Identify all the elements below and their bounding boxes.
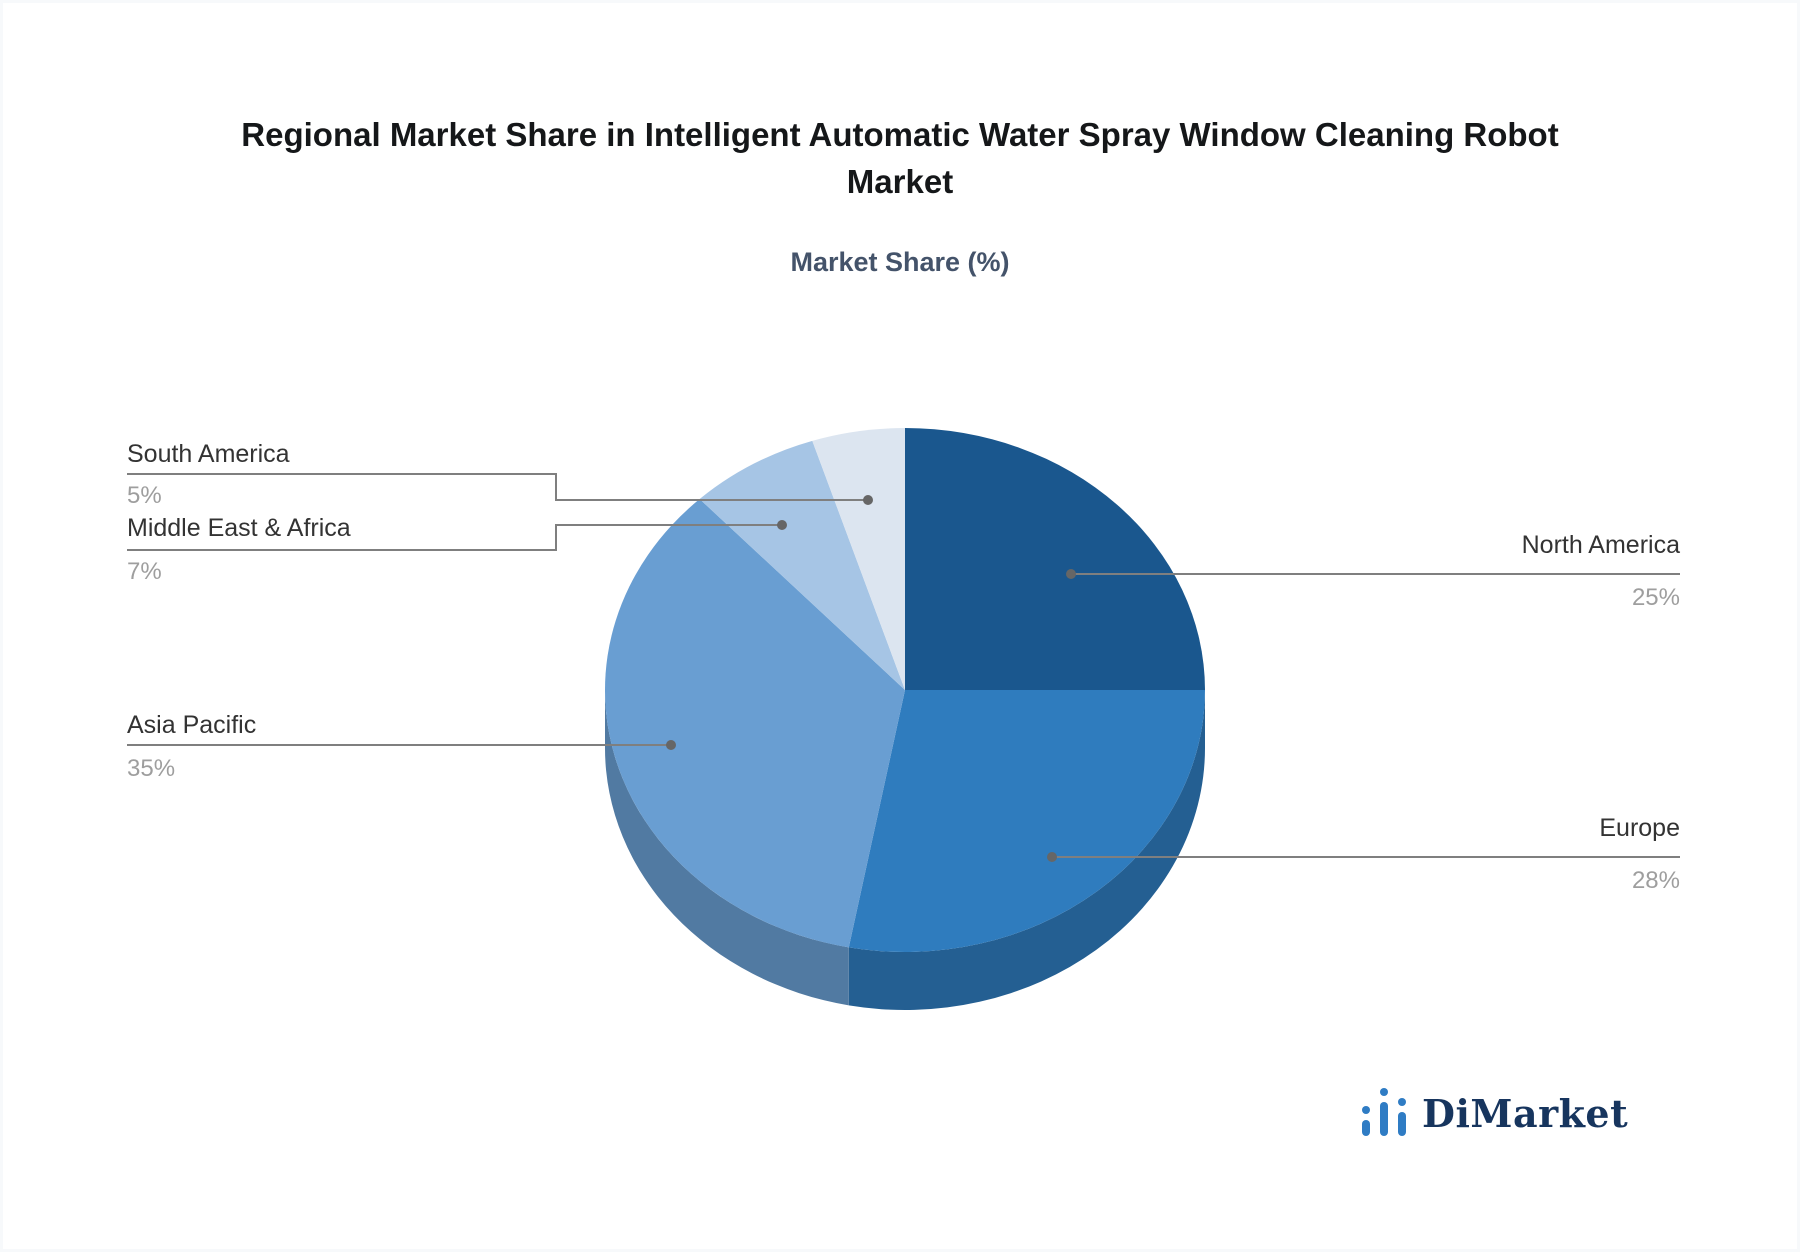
callout-value-south-america: 5% xyxy=(127,482,162,509)
chart-title: Regional Market Share in Intelligent Aut… xyxy=(241,116,1559,200)
callout-label-asia-pacific: Asia Pacific xyxy=(127,711,257,739)
leader-middle-east-africa xyxy=(127,524,782,551)
pie-slice-north-america xyxy=(905,428,1205,690)
pie-rim-asia-pacific xyxy=(605,690,849,1006)
pie-slice-south-america xyxy=(812,428,905,690)
leader-markers xyxy=(666,495,1076,862)
pie-slice-europe xyxy=(848,690,1205,953)
pie-slice-middle-east-africa xyxy=(699,440,905,690)
chart-subtitle: Market Share (%) xyxy=(790,247,1010,277)
marker-middle-east-africa xyxy=(777,520,787,530)
callout-value-north-america: 25% xyxy=(1631,584,1680,611)
callout-label-north-america: North America xyxy=(1521,531,1680,559)
logo-text: DiMarket xyxy=(1422,1090,1629,1136)
callout-value-europe: 28% xyxy=(1631,867,1680,894)
pie-slices xyxy=(605,428,1205,1010)
callout-value-middle-east-africa: 7% xyxy=(127,558,162,585)
leader-south-america xyxy=(127,473,868,501)
marker-south-america xyxy=(863,495,873,505)
marker-europe xyxy=(1047,852,1057,862)
pie-rim-europe xyxy=(848,690,1205,1010)
leader-lines xyxy=(127,473,1680,858)
dimarket-logo: DiMarket xyxy=(1358,1088,1628,1138)
marker-asia-pacific xyxy=(666,740,676,750)
callout-label-south-america: South America xyxy=(127,440,290,468)
callout-value-asia-pacific: 35% xyxy=(127,755,176,782)
bar-chart-icon xyxy=(1358,1088,1410,1138)
pie-slice-asia-pacific xyxy=(605,499,905,948)
callout-label-europe: Europe xyxy=(1599,814,1680,842)
callout-label-middle-east-africa: Middle East & Africa xyxy=(127,514,351,542)
marker-north-america xyxy=(1066,569,1076,579)
